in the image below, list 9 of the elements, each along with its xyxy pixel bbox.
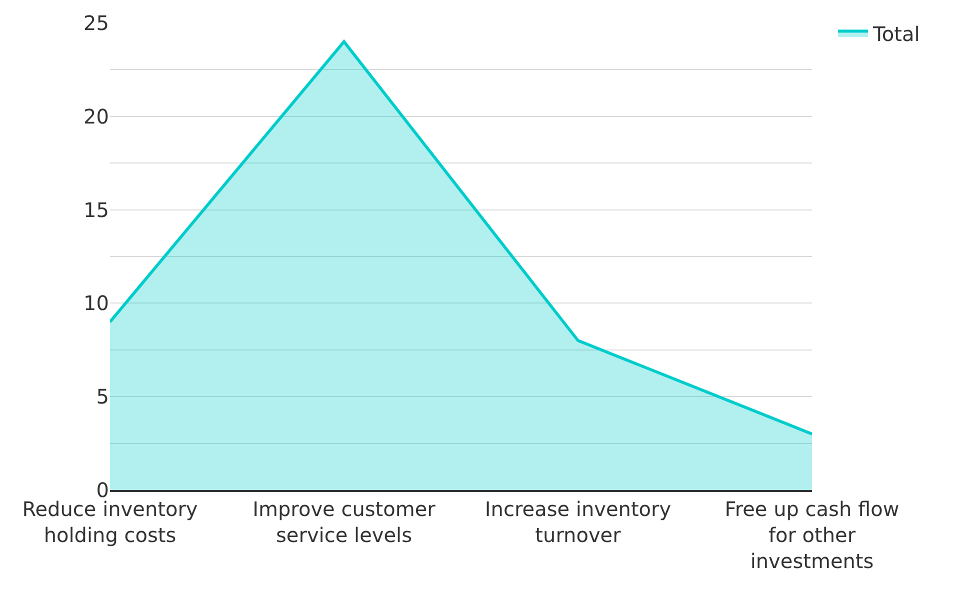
x-tick-label: Improve customer service levels (252, 496, 436, 547)
y-tick-label: 25 (84, 11, 109, 35)
y-tick-label: 5 (96, 384, 109, 409)
x-tick-label: Free up cash flow for other investments (724, 496, 900, 573)
y-tick-label: 15 (84, 198, 109, 222)
legend-label: Total (872, 22, 920, 46)
x-tick-label: Increase inventory turnover (484, 496, 672, 547)
y-tick-label: 20 (84, 104, 109, 128)
y-tick-label: 10 (84, 291, 109, 316)
